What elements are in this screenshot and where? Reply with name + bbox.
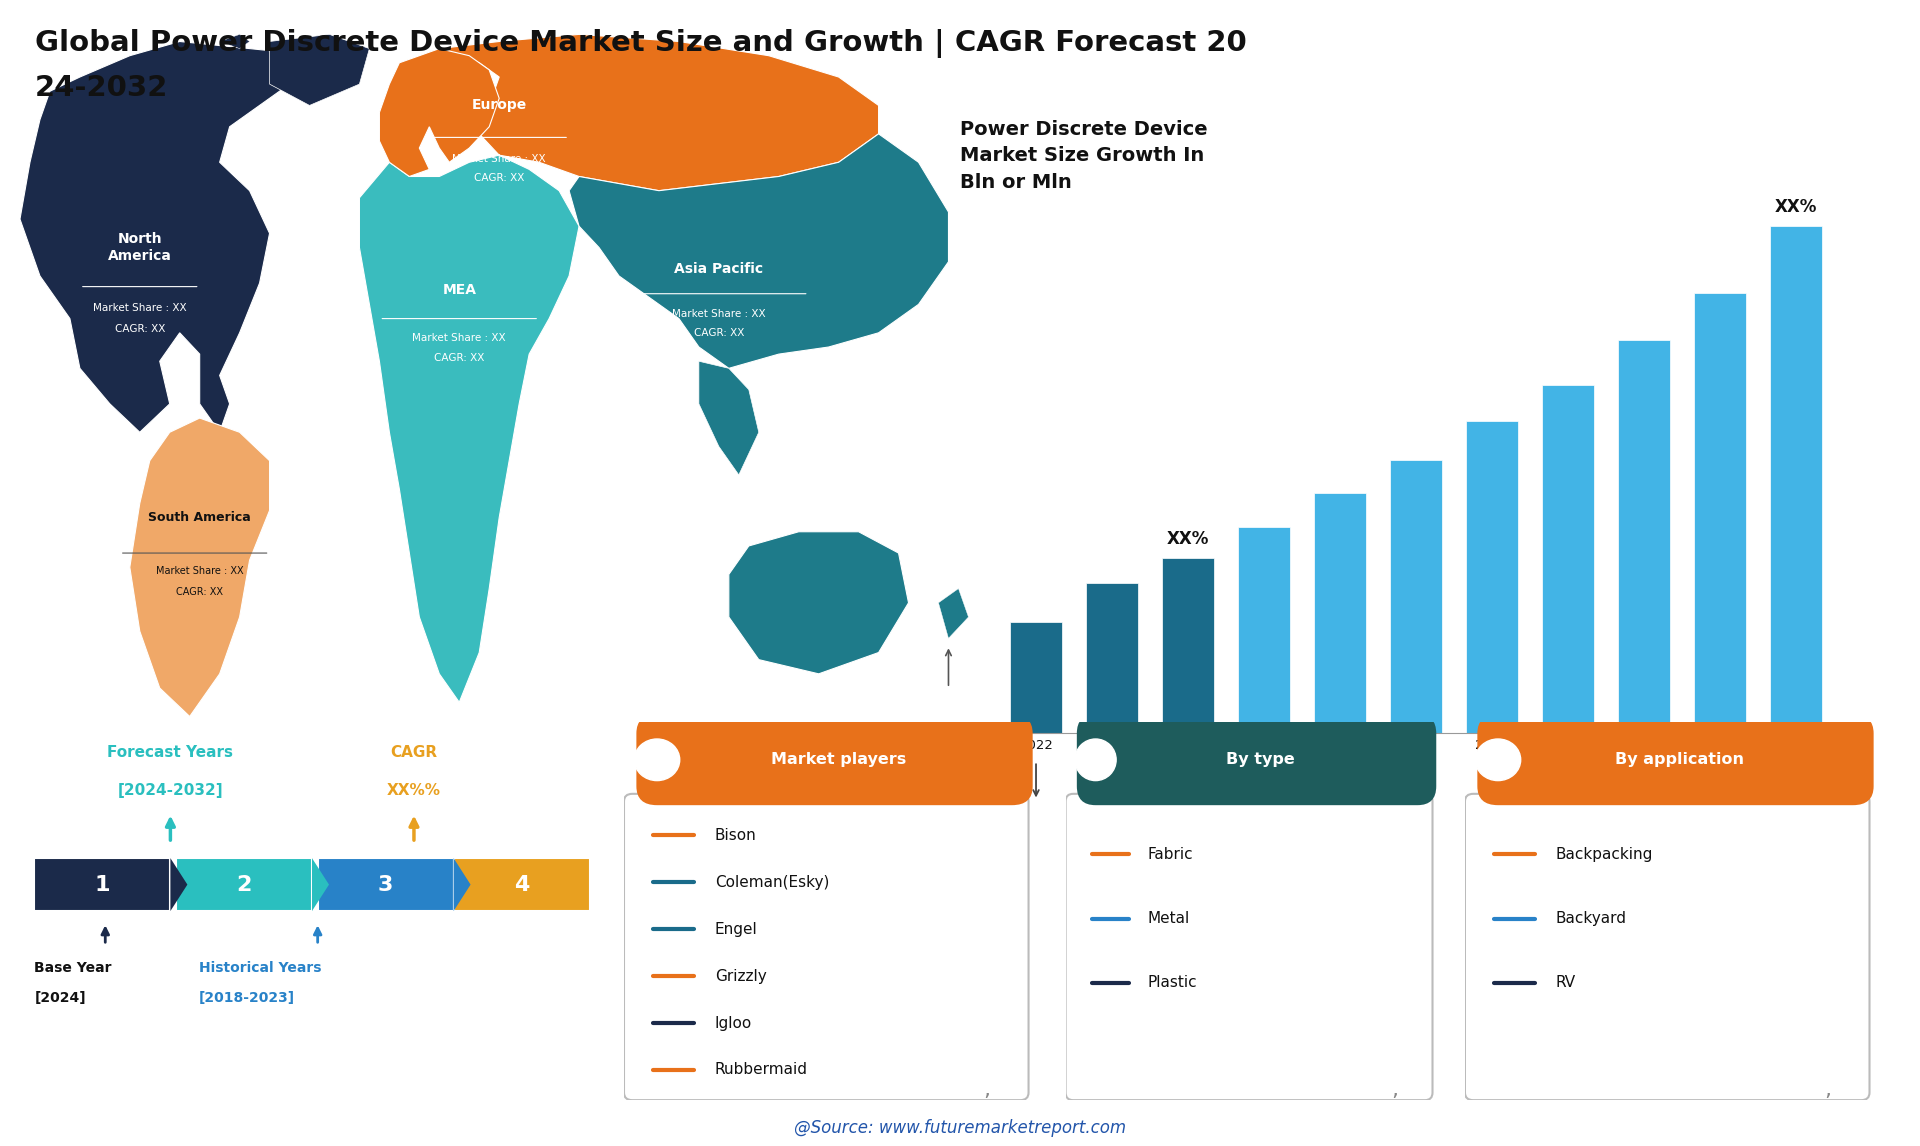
Polygon shape: [699, 361, 758, 474]
Text: Power Discrete Device
Market Size Growth In
Bln or Mln: Power Discrete Device Market Size Growth…: [960, 119, 1208, 191]
Polygon shape: [440, 34, 879, 190]
Text: [2018-2023]: [2018-2023]: [200, 991, 296, 1005]
FancyBboxPatch shape: [1066, 794, 1432, 1100]
Text: 4: 4: [515, 874, 530, 895]
Text: MEA: MEA: [442, 283, 476, 297]
Text: Global Power Discrete Device Market Size and Growth | CAGR Forecast 20: Global Power Discrete Device Market Size…: [35, 29, 1246, 57]
Text: Fabric: Fabric: [1148, 847, 1194, 862]
Text: CAGR: XX: CAGR: XX: [693, 328, 745, 338]
Text: Igloo: Igloo: [714, 1015, 753, 1030]
Text: XX%: XX%: [1167, 529, 1210, 548]
Bar: [1619, 340, 1670, 733]
Text: ,: ,: [1824, 1081, 1832, 1100]
Text: Historical Years: Historical Years: [200, 960, 321, 975]
FancyBboxPatch shape: [1476, 714, 1874, 806]
Text: Forecast Years: Forecast Years: [108, 745, 234, 760]
Polygon shape: [171, 858, 188, 911]
Polygon shape: [131, 418, 269, 716]
Text: XX%: XX%: [1774, 197, 1816, 215]
Text: Backyard: Backyard: [1555, 911, 1626, 926]
Text: CAGR: XX: CAGR: XX: [115, 324, 165, 335]
Text: XX%%: XX%%: [388, 783, 442, 798]
Polygon shape: [939, 589, 968, 638]
Bar: [1162, 558, 1213, 733]
Text: CAGR: XX: CAGR: XX: [474, 173, 524, 183]
Polygon shape: [219, 34, 250, 48]
Polygon shape: [380, 48, 499, 176]
Polygon shape: [313, 858, 328, 911]
Circle shape: [634, 739, 680, 780]
FancyBboxPatch shape: [624, 794, 1029, 1100]
FancyBboxPatch shape: [177, 858, 313, 911]
Text: 2: 2: [236, 874, 252, 895]
Text: Market Share : XX: Market Share : XX: [672, 308, 766, 319]
Polygon shape: [730, 532, 908, 674]
Text: Rubbermaid: Rubbermaid: [714, 1062, 808, 1077]
Text: Metal: Metal: [1148, 911, 1190, 926]
Bar: [1010, 622, 1062, 733]
Text: Coleman(Esky): Coleman(Esky): [714, 874, 829, 889]
Bar: [1087, 583, 1139, 733]
Text: 1: 1: [94, 874, 109, 895]
Text: [2024-2032]: [2024-2032]: [117, 783, 223, 798]
Text: Engel: Engel: [714, 921, 758, 936]
Polygon shape: [453, 858, 470, 911]
Text: Market Share : XX: Market Share : XX: [453, 154, 545, 164]
Text: Asia Pacific: Asia Pacific: [674, 261, 764, 276]
FancyBboxPatch shape: [1465, 794, 1870, 1100]
Polygon shape: [359, 155, 580, 702]
Text: Market Share : XX: Market Share : XX: [92, 303, 186, 313]
FancyBboxPatch shape: [35, 858, 171, 911]
Circle shape: [1075, 739, 1116, 780]
Text: Market Share : XX: Market Share : XX: [413, 333, 507, 344]
Text: 3: 3: [378, 874, 394, 895]
Text: @Source: www.futuremarketreport.com: @Source: www.futuremarketreport.com: [795, 1118, 1125, 1137]
Bar: [1467, 421, 1519, 733]
Text: ,: ,: [983, 1081, 991, 1100]
Text: Europe: Europe: [472, 99, 526, 112]
Circle shape: [1475, 739, 1521, 780]
Bar: [1693, 292, 1745, 733]
Text: Market players: Market players: [772, 752, 906, 768]
Polygon shape: [19, 41, 319, 432]
Text: [2024]: [2024]: [35, 991, 86, 1005]
Bar: [1542, 385, 1594, 733]
Text: Base Year: Base Year: [35, 960, 111, 975]
Text: Grizzly: Grizzly: [714, 968, 766, 983]
Text: Plastic: Plastic: [1148, 975, 1198, 990]
Text: RV: RV: [1555, 975, 1576, 990]
FancyBboxPatch shape: [453, 858, 589, 911]
Text: ,: ,: [1392, 1081, 1398, 1100]
Bar: [1313, 494, 1365, 733]
Text: CAGR: CAGR: [390, 745, 438, 760]
FancyBboxPatch shape: [1077, 714, 1436, 806]
Text: North
America: North America: [108, 233, 171, 262]
Bar: [1390, 460, 1442, 733]
Text: South America: South America: [148, 511, 252, 524]
Polygon shape: [568, 134, 948, 368]
Bar: [1238, 527, 1290, 733]
Text: 24-2032: 24-2032: [35, 74, 167, 102]
Text: CAGR: XX: CAGR: XX: [434, 353, 484, 362]
FancyBboxPatch shape: [317, 858, 453, 911]
Text: Market Share : XX: Market Share : XX: [156, 566, 244, 575]
Text: By type: By type: [1225, 752, 1294, 768]
FancyBboxPatch shape: [636, 714, 1033, 806]
Text: By application: By application: [1615, 752, 1743, 768]
Text: Bison: Bison: [714, 827, 756, 843]
Text: Backpacking: Backpacking: [1555, 847, 1653, 862]
Text: CAGR: XX: CAGR: XX: [177, 587, 223, 597]
Bar: [1770, 226, 1822, 733]
Polygon shape: [269, 34, 369, 105]
